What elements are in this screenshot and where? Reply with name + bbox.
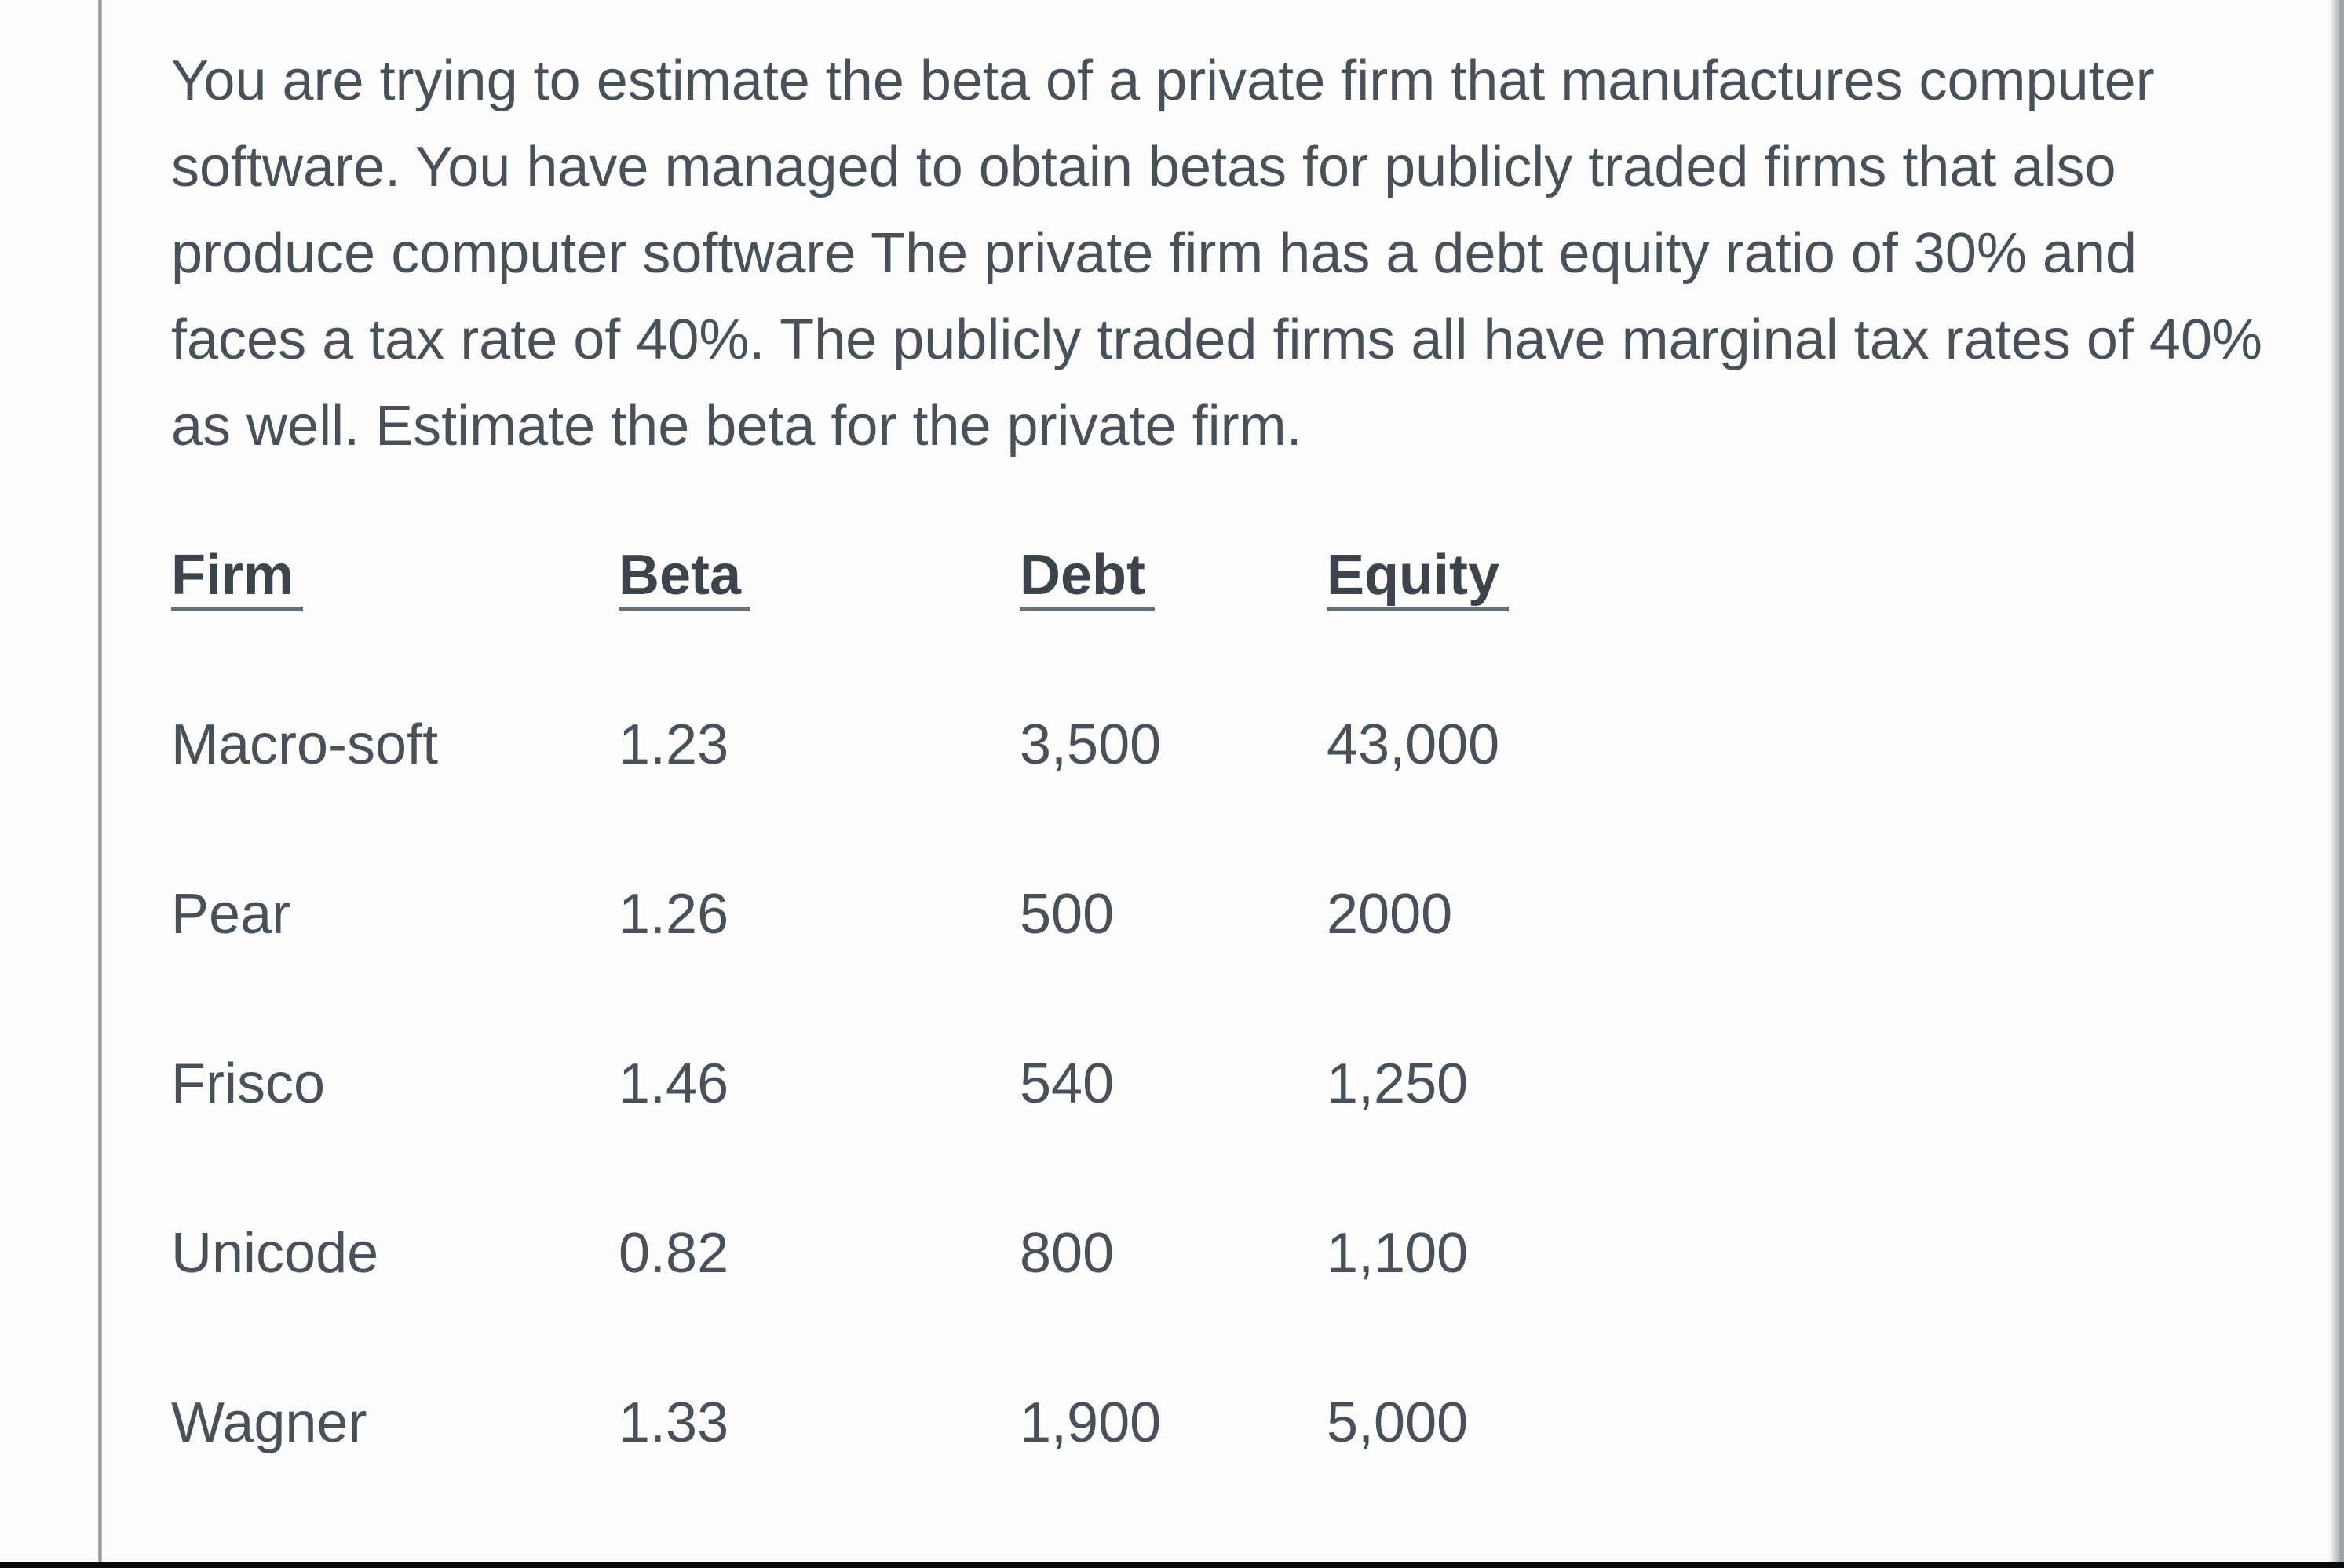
problem-line: faces a tax rate of 40%. The publicly tr…: [171, 308, 2262, 371]
debt-value: 540: [1020, 1052, 1115, 1115]
equity-value: 5,000: [1327, 1391, 1469, 1454]
beta-value: 1.26: [619, 883, 729, 946]
firm-name: Frisco: [171, 1052, 325, 1115]
column-header-debt-label: Debt: [1020, 547, 1155, 611]
column-header-equity: Equity: [1327, 540, 1510, 611]
debt-value: 3,500: [1020, 713, 1162, 776]
problem-line: software. You have managed to obtain bet…: [171, 136, 2116, 199]
problem-statement: You are trying to estimate the beta of a…: [171, 38, 2262, 469]
firm-name: Unicode: [171, 1222, 379, 1285]
equity-value: 1,100: [1327, 1222, 1469, 1285]
debt-value: 500: [1020, 883, 1115, 946]
debt-value: 800: [1020, 1222, 1115, 1285]
column-header-beta: Beta: [619, 540, 1020, 611]
beta-value: 1.46: [619, 1052, 729, 1115]
problem-line: You are trying to estimate the beta of a…: [171, 49, 2155, 112]
column-header-debt: Debt: [1020, 540, 1327, 611]
equity-value: 1,250: [1327, 1052, 1469, 1115]
right-edge-band: [2328, 0, 2344, 1563]
beta-value: 1.33: [619, 1391, 729, 1454]
problem-line: as well. Estimate the beta for the priva…: [171, 395, 1302, 458]
equity-value: 2000: [1327, 883, 1453, 946]
firms-table: Firm Beta Debt Equity Macro-soft 1.23 3,…: [171, 540, 1510, 1557]
problem-line: produce computer software The private fi…: [171, 222, 2138, 285]
equity-value: 43,000: [1327, 713, 1500, 776]
bottom-letterbox-bar: [0, 1562, 2344, 1568]
column-header-firm: Firm: [171, 540, 619, 611]
firm-name: Wagner: [171, 1391, 367, 1454]
left-border-rule: [98, 0, 102, 1563]
column-header-firm-label: Firm: [171, 547, 304, 611]
firm-name: Pear: [171, 883, 291, 946]
beta-value: 1.23: [619, 713, 729, 776]
firm-name: Macro-soft: [171, 713, 439, 776]
debt-value: 1,900: [1020, 1391, 1162, 1454]
column-header-equity-label: Equity: [1327, 547, 1510, 611]
column-header-beta-label: Beta: [619, 547, 751, 611]
beta-value: 0.82: [619, 1222, 729, 1285]
